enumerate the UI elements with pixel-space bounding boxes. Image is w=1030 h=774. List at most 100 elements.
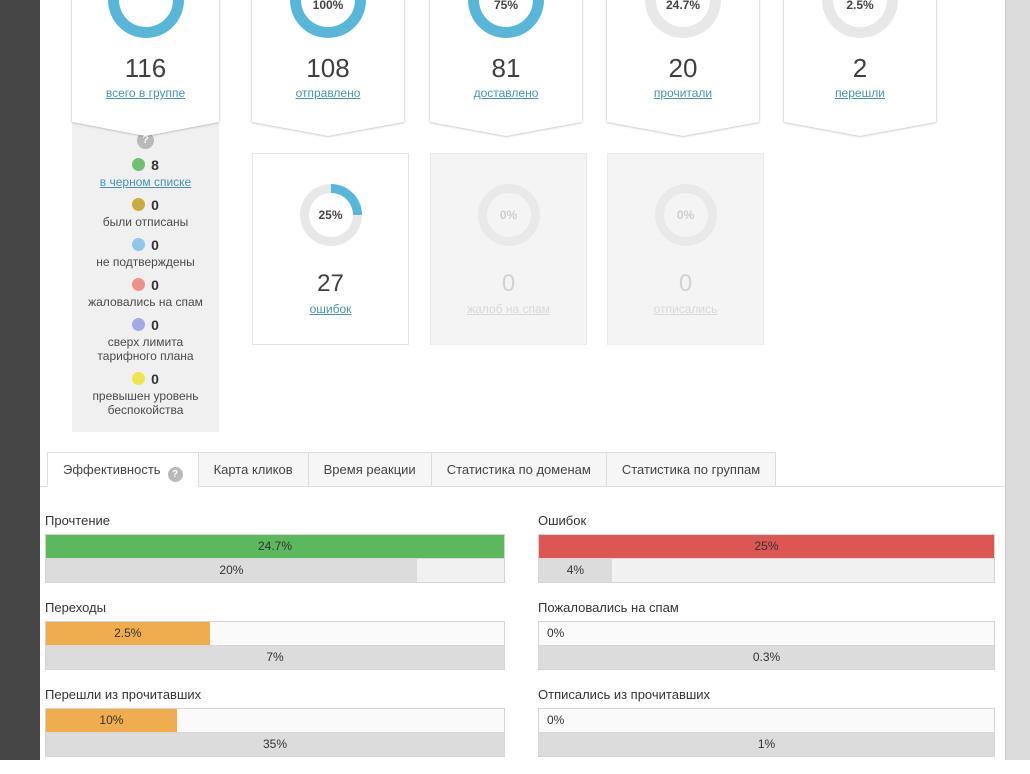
stat-card-read: 24.7% 20 прочитали [607,0,759,136]
tab-effectiveness[interactable]: Эффективность? [47,452,199,487]
metric-error-rate: Ошибок 25% 4% [538,513,995,583]
spam-complaint-label: жаловались на спам [88,294,203,309]
average-bar-track: 0.3% [539,645,994,669]
clicked-donut-chart: 2.5% [822,0,898,38]
anxiety-dot-icon [132,372,146,385]
total-count: 116 [124,53,167,83]
panel-help-icon[interactable]: ? [137,131,154,149]
spam-complaints-donut-percent: 0% [499,208,518,222]
metrics-column-right: Ошибок 25% 4% Пожаловались на спам 0% 0.3%… [538,513,995,774]
unsubscribed-count: 0 [151,196,159,213]
tab-reaction-time-label: Время реакции [323,462,416,477]
legend-item-unconfirmed: 0 не подтверждены [72,236,219,269]
stat-card-spam-complaints: 0% 0 жалоб на спам [430,153,587,345]
tab-group-stats[interactable]: Статистика по группам [605,452,777,487]
errors-count: 27 [317,270,344,297]
unconfirmed-label: не подтверждены [96,254,195,269]
stat-card-total-body: 116 всего в группе [72,0,219,136]
read-count: 20 [668,53,698,83]
legend-item-spam-complaint: 0 жаловались на спам [72,276,219,309]
total-donut-chart [107,0,184,38]
total-link[interactable]: всего в группе [105,86,186,100]
value-bar-zero-label: 0% [547,626,565,640]
sent-donut-percent: 100% [312,0,344,12]
unsubscribes-count: 0 [678,270,693,297]
metric-click-to-open-title: Перешли из прочитавших [45,687,202,702]
metric-unsub-to-open-bars: 0% 1% [538,708,995,757]
stat-card-delivered-body: 75% 81 доставлено [430,0,582,136]
average-bar-fill: 0.3% [539,646,994,669]
clicked-count: 2 [852,53,868,83]
metric-unsub-to-open-title: Отписались из прочитавших [538,687,711,702]
metric-click-to-open-bars: 10% 35% [45,708,505,757]
value-bar-zero-label: 0% [547,713,565,727]
value-bar-fill: 25% [539,535,994,558]
sent-link[interactable]: отправлено [295,86,361,100]
average-bar-track: 35% [46,732,504,756]
read-donut-chart: 24.7% [645,0,721,38]
metric-click-rate-title: Переходы [45,600,106,615]
value-bar-track: 0% [539,622,994,645]
tab-help-icon[interactable]: ? [167,467,183,482]
metric-spam-rate-bars: 0% 0.3% [538,621,995,670]
stat-card-delivered: 75% 81 доставлено [430,0,582,136]
average-bar-track: 20% [46,558,504,582]
over-limit-dot-icon [132,318,146,331]
delivered-donut-chart: 75% [468,0,544,38]
metric-read-rate: Прочтение 24.7% 20% [45,513,505,583]
metric-spam-rate-title: Пожаловались на спам [538,600,679,615]
value-bar-track: 0% [539,709,994,732]
clicked-link[interactable]: перешли [835,86,885,100]
errors-donut-percent: 25% [318,208,343,222]
value-bar-track: 10% [46,709,504,732]
delivered-link[interactable]: доставлено [473,86,539,100]
metric-read-rate-bars: 24.7% 20% [45,534,505,583]
report-tabs: Эффективность? Карта кликов Время реакци… [47,452,777,487]
average-bar-fill: 1% [539,733,994,756]
spam-complaint-count: 0 [151,276,159,293]
unsubscribes-link: отписались [653,302,718,316]
stat-card-errors: 25% 27 ошибок [252,153,409,345]
group-status-panel: ? 8 в черном списке 0 были отписаны 0 не… [72,122,219,432]
average-bar-fill: 20% [46,559,417,582]
tab-domain-stats-label: Статистика по доменам [446,462,591,477]
metric-error-rate-title: Ошибок [538,513,587,528]
tab-reaction-time[interactable]: Время реакции [307,452,432,487]
stat-card-total: 116 всего в группе [72,0,219,136]
value-bar-track: 24.7% [46,535,504,558]
right-page-gutter [1005,0,1030,760]
stat-card-sent: 100% 108 отправлено [252,0,404,136]
average-bar-track: 7% [46,645,504,669]
average-bar-track: 4% [539,558,994,582]
anxiety-label: превышен уровень беспокойства [92,388,199,417]
sent-donut-chart: 100% [290,0,366,38]
value-bar-track: 2.5% [46,622,504,645]
spam-complaints-donut-chart: 0% [477,184,540,246]
value-bar-fill: 24.7% [46,535,504,558]
stat-card-sent-body: 100% 108 отправлено [252,0,404,136]
average-bar-fill: 7% [46,646,504,669]
blacklist-link[interactable]: в черном списке [99,174,192,189]
read-donut-percent: 24.7% [665,0,701,12]
legend-item-anxiety: 0 превышен уровень беспокойства [72,370,219,417]
tab-domain-stats[interactable]: Статистика по доменам [430,452,607,487]
clicked-donut-percent: 2.5% [846,0,874,12]
metric-spam-rate: Пожаловались на спам 0% 0.3% [538,600,995,670]
over-limit-count: 0 [151,316,159,333]
legend-item-over-limit: 0 сверх лимита тарифного плана [72,316,219,363]
blacklist-count: 8 [151,156,159,173]
metric-click-rate: Переходы 2.5% 7% [45,600,505,670]
tab-click-map[interactable]: Карта кликов [197,452,309,487]
blacklist-dot-icon [132,158,146,171]
errors-link[interactable]: ошибок [309,302,352,316]
stat-card-clicked: 2.5% 2 перешли [784,0,936,136]
legend-item-unsubscribed: 0 были отписаны [72,196,219,229]
unconfirmed-count: 0 [151,236,159,253]
metric-error-rate-bars: 25% 4% [538,534,995,583]
read-link[interactable]: прочитали [653,86,713,100]
stat-card-read-body: 24.7% 20 прочитали [607,0,759,136]
spam-complaints-count: 0 [501,270,516,297]
sent-count: 108 [306,53,350,83]
delivered-count: 81 [491,53,521,83]
